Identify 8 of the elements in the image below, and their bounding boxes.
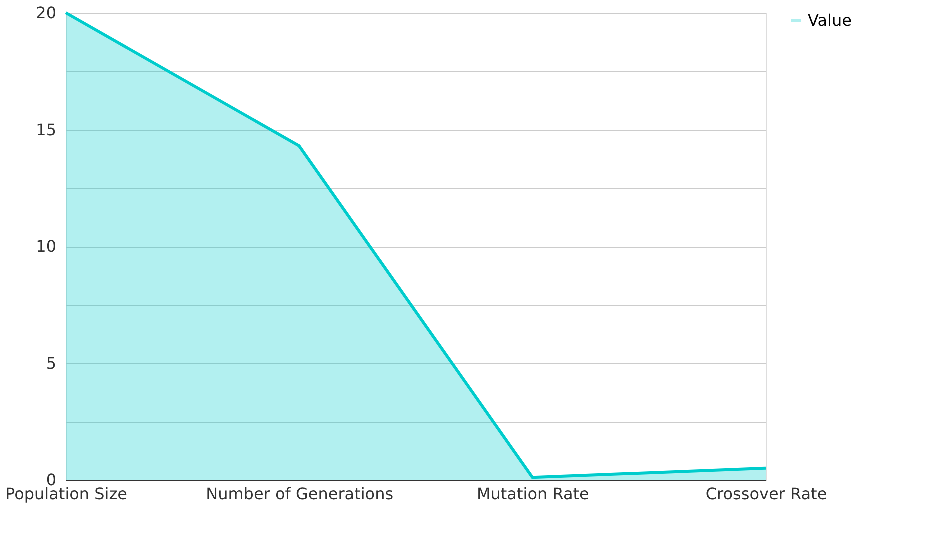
x-tick-label: Number of Generations (206, 484, 394, 504)
y-tick-label: 10 (36, 237, 56, 256)
y-tick-label: 15 (36, 120, 56, 140)
x-tick-label: Mutation Rate (476, 484, 590, 504)
x-tick-label: Crossover Rate (706, 484, 828, 504)
legend-label: Value (808, 11, 852, 30)
y-tick-label: 20 (36, 4, 56, 22)
y-tick-label: 5 (46, 354, 56, 373)
